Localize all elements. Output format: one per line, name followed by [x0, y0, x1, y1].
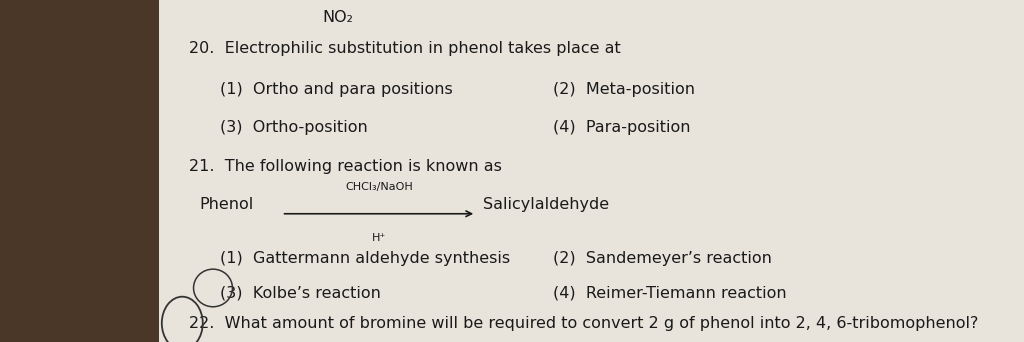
Text: 21.  The following reaction is known as: 21. The following reaction is known as — [189, 159, 503, 174]
Text: Phenol: Phenol — [200, 197, 254, 212]
Text: H⁺: H⁺ — [372, 233, 386, 242]
Text: (3)  Ortho-position: (3) Ortho-position — [220, 120, 368, 135]
Text: (4)  Reimer-Tiemann reaction: (4) Reimer-Tiemann reaction — [553, 286, 786, 301]
Text: 20.  Electrophilic substitution in phenol takes place at: 20. Electrophilic substitution in phenol… — [189, 41, 622, 56]
Text: NO₂: NO₂ — [323, 10, 353, 25]
FancyBboxPatch shape — [159, 0, 1024, 342]
Text: (2)  Sandemeyer’s reaction: (2) Sandemeyer’s reaction — [553, 251, 772, 266]
Text: (2)  Meta-position: (2) Meta-position — [553, 82, 695, 97]
Text: 22.  What amount of bromine will be required to convert 2 g of phenol into 2, 4,: 22. What amount of bromine will be requi… — [189, 316, 979, 331]
Text: CHCl₃/NaOH: CHCl₃/NaOH — [345, 182, 413, 192]
Text: Salicylaldehyde: Salicylaldehyde — [483, 197, 609, 212]
Text: (4)  Para-position: (4) Para-position — [553, 120, 690, 135]
Text: (1)  Gattermann aldehyde synthesis: (1) Gattermann aldehyde synthesis — [220, 251, 510, 266]
Text: (1)  Ortho and para positions: (1) Ortho and para positions — [220, 82, 453, 97]
Text: (3)  Kolbe’s reaction: (3) Kolbe’s reaction — [220, 286, 381, 301]
